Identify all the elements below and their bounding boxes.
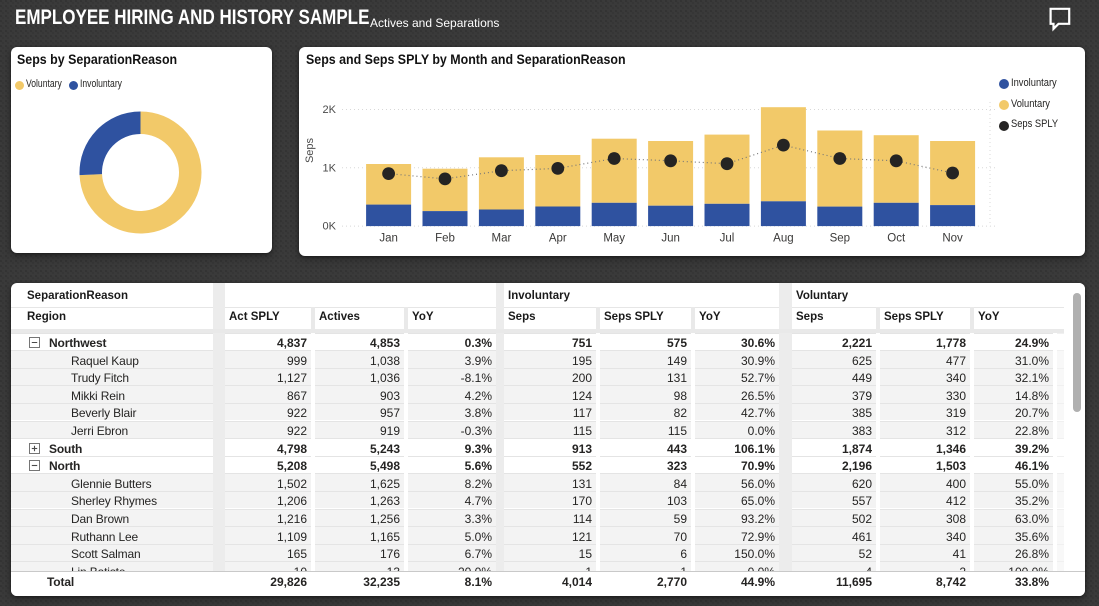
svg-text:Oct: Oct: [887, 233, 906, 245]
svg-text:Jan: Jan: [379, 233, 398, 245]
svg-text:Aug: Aug: [773, 233, 793, 245]
svg-text:Sep: Sep: [830, 233, 850, 245]
svg-text:Mar: Mar: [491, 233, 511, 245]
svg-text:1K: 1K: [323, 162, 337, 174]
svg-text:Feb: Feb: [435, 233, 455, 245]
svg-text:0K: 0K: [323, 221, 337, 233]
svg-text:Seps: Seps: [304, 137, 316, 163]
svg-text:Apr: Apr: [549, 233, 567, 245]
svg-text:2K: 2K: [323, 104, 337, 116]
svg-text:Jul: Jul: [720, 233, 735, 245]
svg-text:May: May: [603, 233, 625, 245]
svg-text:Nov: Nov: [942, 233, 963, 245]
svg-text:Jun: Jun: [661, 233, 680, 245]
